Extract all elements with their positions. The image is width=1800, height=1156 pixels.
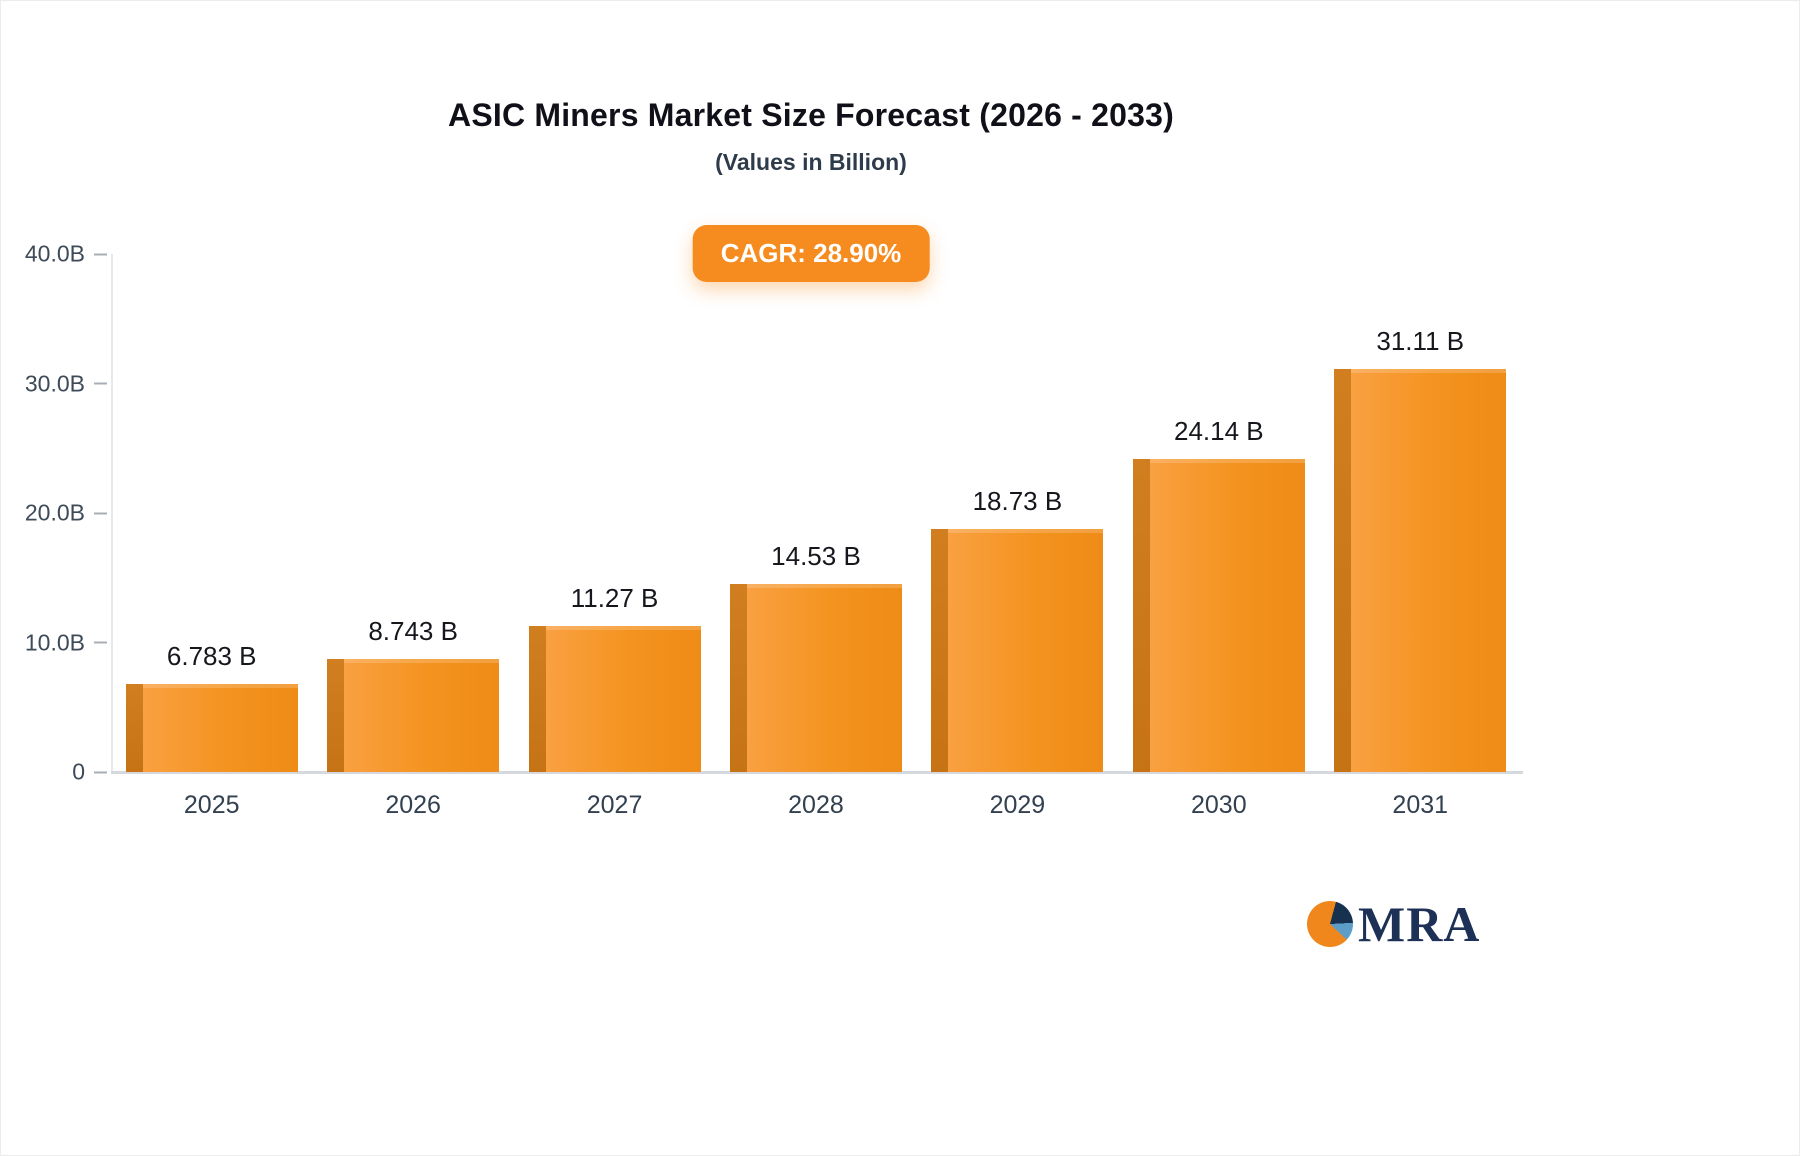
chart-subtitle: (Values in Billion) (715, 149, 907, 175)
y-tick-0: 0 (72, 759, 107, 786)
bar-side-face (125, 684, 143, 772)
y-tick-mark (94, 253, 107, 255)
bar-front-face (545, 626, 701, 772)
bar-side-face (1132, 459, 1150, 772)
bar-side-face (729, 583, 747, 772)
bar-value-label: 24.14 B (1174, 416, 1264, 447)
y-tick-40.0B: 40.0B (25, 241, 107, 268)
pie-logo-icon (1307, 901, 1353, 947)
x-axis-label-2027: 2027 (586, 791, 643, 819)
y-axis-line (111, 254, 113, 772)
bar-side-face (528, 626, 546, 772)
y-tick-mark (94, 771, 107, 773)
bar-2029 (931, 529, 1104, 772)
bar-2031 (1334, 369, 1507, 772)
bar-slot-2025: 6.783 B 2025 (111, 641, 312, 819)
y-tick-label: 0 (72, 758, 85, 785)
logo-text: MRA (1358, 896, 1481, 952)
bar-value-label: 14.53 B (771, 540, 861, 571)
bar-slot-2030: 24.14 B 2030 (1118, 416, 1319, 819)
y-tick-mark (94, 512, 107, 514)
bar-2028 (729, 583, 902, 772)
x-axis-label-2029: 2029 (989, 791, 1046, 819)
x-axis-label-2025: 2025 (183, 791, 240, 819)
y-tick-label: 40.0B (24, 240, 85, 267)
y-tick-10.0B: 10.0B (25, 629, 107, 656)
y-tick-mark (94, 382, 107, 385)
bar-front-face (948, 529, 1104, 772)
bar-value-label: 11.27 B (570, 583, 659, 614)
y-tick-30.0B: 30.0B (25, 370, 107, 397)
bar-front-face (1149, 459, 1305, 772)
y-tick-20.0B: 20.0B (25, 500, 107, 527)
bar-slot-2031: 31.11 B 2031 (1320, 326, 1521, 819)
bar-2027 (528, 626, 701, 772)
bar-slot-2026: 8.743 B 2026 (312, 615, 513, 819)
bar-slot-2029: 18.73 B 2029 (917, 486, 1118, 819)
bar-2025 (125, 684, 298, 772)
x-axis-label-2030: 2030 (1191, 791, 1247, 819)
y-tick-mark (94, 641, 107, 644)
bar-side-face (1334, 369, 1352, 772)
bar-slot-2027: 11.27 B 2027 (514, 583, 715, 819)
bar-front-face (1351, 369, 1507, 772)
bar-side-face (327, 658, 345, 772)
bar-value-label: 18.73 B (972, 486, 1063, 517)
x-axis-label-2031: 2031 (1392, 791, 1449, 819)
bar-value-label: 6.783 B (166, 641, 257, 672)
bar-front-face (142, 684, 298, 772)
y-tick-label: 10.0B (24, 629, 85, 655)
y-axis: 0 10.0B 20.0B 30.0B 40.0B (1, 241, 107, 785)
bar-2026 (327, 658, 500, 772)
x-axis-line (111, 771, 1523, 774)
cagr-badge: CAGR: 28.90% (692, 225, 930, 282)
bar-front-face (344, 658, 500, 772)
page-title: ASIC Miners Market Size Forecast (2026 -… (448, 97, 1174, 133)
bar-front-face (746, 583, 902, 772)
bar-side-face (931, 529, 949, 772)
logo: MRA (1307, 899, 1480, 949)
y-tick-label: 30.0B (24, 370, 85, 396)
bar-value-label: 8.743 B (368, 615, 458, 646)
bar-value-label: 31.11 B (1376, 326, 1465, 357)
x-axis-label-2028: 2028 (788, 791, 844, 819)
bars: 6.783 B 2025 8.743 B 2026 11.27 B 2027 14.53 B… (111, 254, 1521, 819)
x-axis-label-2026: 2026 (385, 791, 441, 819)
y-tick-label: 20.0B (24, 499, 85, 526)
bar-2030 (1132, 459, 1305, 772)
bar-slot-2028: 14.53 B 2028 (715, 540, 916, 819)
